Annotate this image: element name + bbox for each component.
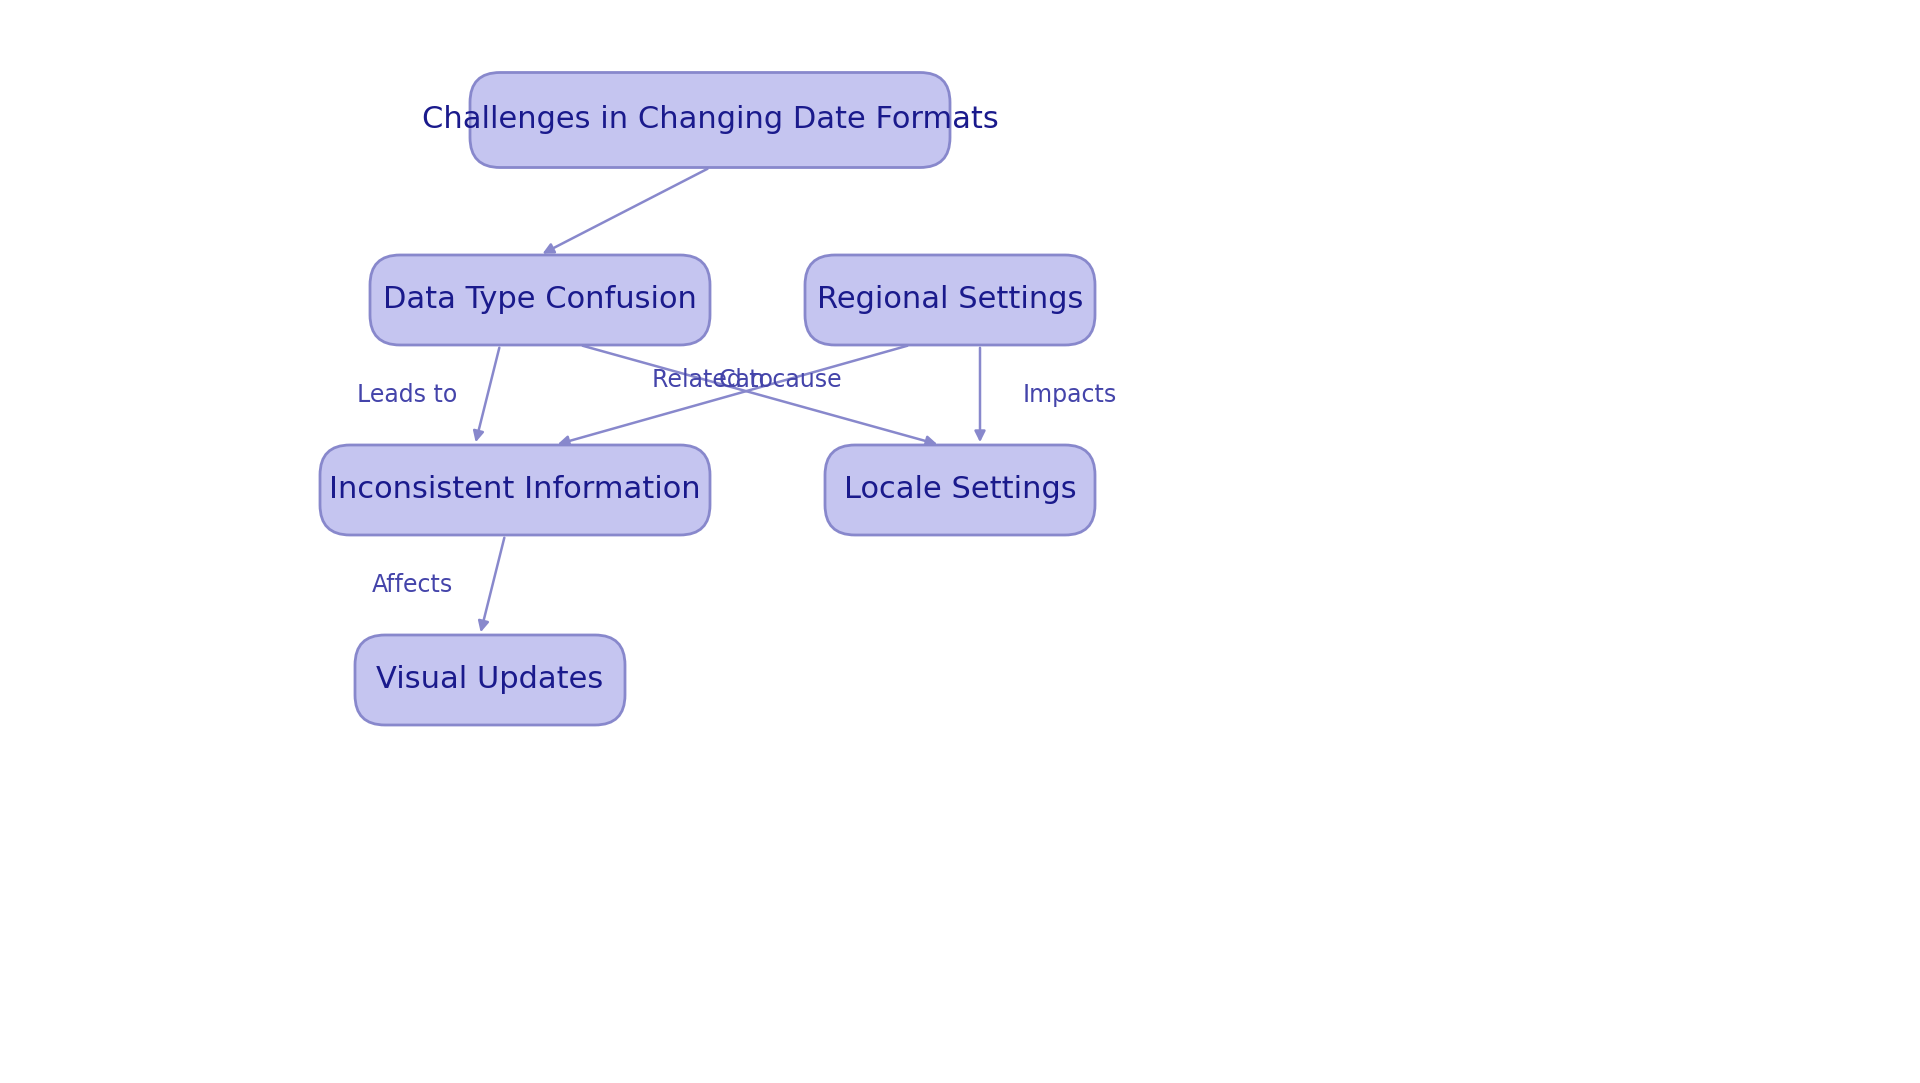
Text: Locale Settings: Locale Settings <box>843 475 1077 505</box>
Text: Inconsistent Information: Inconsistent Information <box>328 475 701 505</box>
Text: Data Type Confusion: Data Type Confusion <box>384 286 697 314</box>
FancyBboxPatch shape <box>804 255 1094 345</box>
FancyBboxPatch shape <box>321 445 710 535</box>
Text: Visual Updates: Visual Updates <box>376 665 603 694</box>
FancyBboxPatch shape <box>371 255 710 345</box>
Text: Challenges in Changing Date Formats: Challenges in Changing Date Formats <box>422 105 998 134</box>
FancyBboxPatch shape <box>470 73 950 168</box>
Text: Affects: Affects <box>372 573 453 597</box>
FancyBboxPatch shape <box>826 445 1094 535</box>
Text: Related to: Related to <box>653 368 774 392</box>
Text: Leads to: Leads to <box>357 383 457 407</box>
Text: Impacts: Impacts <box>1023 383 1117 407</box>
Text: Regional Settings: Regional Settings <box>816 286 1083 314</box>
FancyBboxPatch shape <box>355 635 626 725</box>
Text: Can cause: Can cause <box>718 368 841 392</box>
